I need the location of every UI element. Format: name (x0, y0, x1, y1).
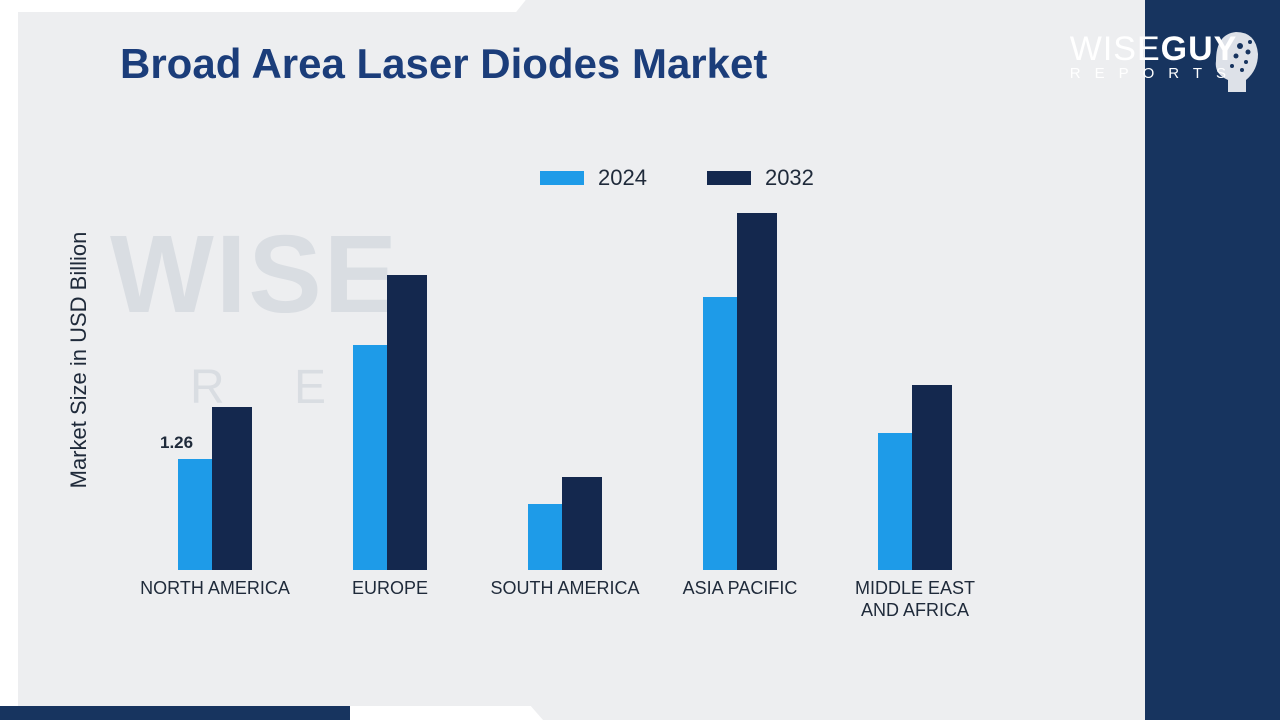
bar-chart: 1.26 (110, 200, 980, 570)
x-axis-label: EUROPE (315, 578, 465, 600)
page-title: Broad Area Laser Diodes Market (120, 40, 767, 88)
legend-label-2024: 2024 (598, 165, 647, 191)
x-axis-label: ASIA PACIFIC (665, 578, 815, 600)
bar-2032 (387, 275, 427, 570)
legend-swatch-2032 (707, 171, 751, 185)
right-band-front (1145, 0, 1280, 720)
legend-item-2024: 2024 (540, 165, 647, 191)
legend-swatch-2024 (540, 171, 584, 185)
legend-label-2032: 2032 (765, 165, 814, 191)
bar-group (665, 213, 815, 570)
bottom-stripe (0, 706, 350, 720)
logo-guy: GUY (1161, 30, 1238, 68)
bar-value-label: 1.26 (160, 433, 193, 453)
logo-line1: WISEGUY (1070, 30, 1240, 69)
logo-wise: WISE (1070, 30, 1161, 68)
bar-group: 1.26 (140, 407, 290, 570)
stage: WISE GUY R E P O R T S WISEGUY REPORTS B… (0, 0, 1280, 720)
bar-group (490, 477, 640, 570)
logo-line2: REPORTS (1070, 65, 1240, 82)
bar-2032 (212, 407, 252, 570)
bar-2032 (737, 213, 777, 570)
logo: WISEGUY REPORTS (1070, 30, 1240, 82)
bar-group (315, 275, 465, 570)
x-axis-label: NORTH AMERICA (140, 578, 290, 600)
legend: 2024 2032 (540, 165, 814, 191)
x-labels: NORTH AMERICA EUROPE SOUTH AMERICA ASIA PAC… (110, 578, 980, 698)
bar-2032 (912, 385, 952, 570)
bar-group (840, 385, 990, 570)
x-axis-label: SOUTH AMERICA (490, 578, 640, 600)
bar-2032 (562, 477, 602, 570)
y-axis-label: Market Size in USD Billion (66, 160, 92, 560)
legend-item-2032: 2032 (707, 165, 814, 191)
x-axis-label: MIDDLE EAST AND AFRICA (840, 578, 990, 621)
